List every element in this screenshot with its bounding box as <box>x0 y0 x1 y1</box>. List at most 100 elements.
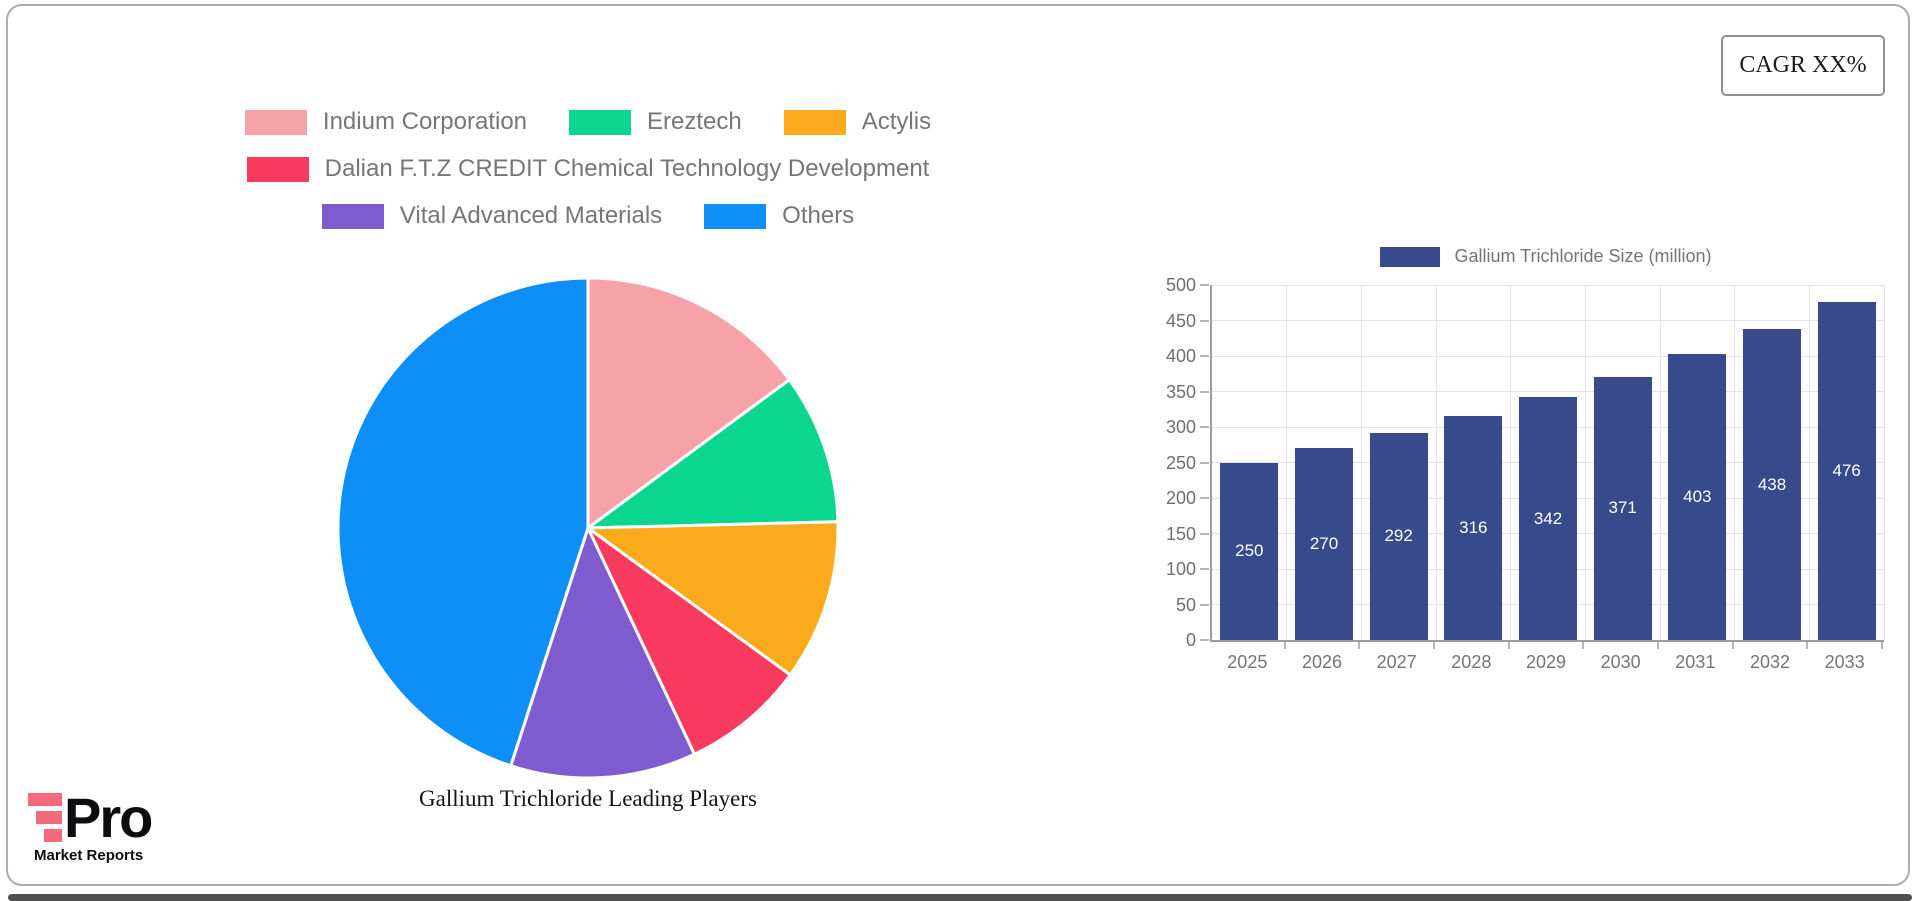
x-tick-label: 2025 <box>1227 652 1268 672</box>
bar-2032: 438 <box>1743 329 1801 640</box>
y-tick-label: 350 <box>1165 381 1196 402</box>
gridline-v <box>1360 285 1362 640</box>
x-tick-label: 2027 <box>1376 652 1417 672</box>
legend-label: Dalian F.T.Z CREDIT Chemical Technology … <box>324 155 930 182</box>
x-tick-label: 2026 <box>1301 652 1342 672</box>
x-tick-mark <box>1731 642 1734 649</box>
y-tick-label: 500 <box>1165 275 1196 295</box>
pie-legend-row: Dalian F.T.Z CREDIT Chemical Technology … <box>98 155 1078 183</box>
legend-swatch <box>321 203 384 229</box>
y-tick-label: 450 <box>1165 310 1196 331</box>
pie-legend-row: Indium Corporation Ereztech Actylis <box>98 108 1078 136</box>
pie-chart <box>336 276 840 780</box>
x-tick-label: 2031 <box>1675 652 1716 672</box>
legend-label: Others <box>782 202 855 229</box>
gridline-h <box>1212 391 1884 392</box>
x-tick-mark <box>1507 642 1510 649</box>
y-tick-mark <box>1200 319 1209 322</box>
window-bottom-edge <box>8 894 1912 901</box>
pie-slice-4 <box>509 526 696 780</box>
y-tick-label: 250 <box>1165 452 1196 473</box>
pie-legend-item: Ereztech <box>569 108 742 136</box>
x-tick-label: 2030 <box>1600 652 1641 672</box>
cagr-label: CAGR XX% <box>1739 52 1867 78</box>
cagr-badge: CAGR XX% <box>1721 35 1885 96</box>
legend-swatch <box>246 156 309 182</box>
bar-value-label: 316 <box>1459 517 1488 537</box>
gridline-h <box>1212 284 1884 286</box>
x-tick-label: 2029 <box>1525 652 1566 672</box>
legend-swatch <box>704 203 767 229</box>
bar-value-label: 292 <box>1384 526 1413 546</box>
logo-bar <box>28 793 62 806</box>
bar-2031: 403 <box>1668 353 1727 640</box>
x-tick-mark <box>1657 642 1659 649</box>
gridline-v <box>1659 285 1661 640</box>
y-tick-mark <box>1200 568 1209 570</box>
legend-label: Actylis <box>861 108 932 135</box>
y-tick-label: 200 <box>1165 488 1196 508</box>
y-tick-mark <box>1200 603 1209 606</box>
pie-legend: Indium Corporation Ereztech Actylis Dalian … <box>98 108 1078 249</box>
y-tick-label: 50 <box>1175 594 1196 615</box>
bar-value-label: 438 <box>1757 474 1787 494</box>
bar-value-label: 403 <box>1683 486 1712 506</box>
logo-bars-icon <box>28 793 62 842</box>
x-tick-mark <box>1433 642 1435 649</box>
bar-value-label: 270 <box>1309 534 1339 554</box>
logo-bar <box>36 811 62 824</box>
bar-legend-swatch <box>1380 246 1441 267</box>
bar-value-label: 342 <box>1533 508 1563 528</box>
y-tick-mark <box>1200 497 1209 499</box>
x-tick-mark <box>1582 642 1585 649</box>
pie-chart-title: Gallium Trichloride Leading Players <box>419 786 757 811</box>
y-tick-mark <box>1200 390 1209 393</box>
y-tick-mark <box>1200 284 1209 286</box>
x-tick-mark <box>1881 642 1883 649</box>
pie-slice-5 <box>336 276 590 768</box>
legend-label: Vital Advanced Materials <box>399 202 663 229</box>
pie-legend-item: Others <box>704 202 854 230</box>
legend-swatch <box>569 109 632 135</box>
x-tick-mark <box>1806 642 1809 649</box>
gridline-v <box>1808 285 1810 640</box>
legend-label: Indium Corporation <box>322 108 528 135</box>
bar-2033: 476 <box>1817 302 1876 640</box>
bar-2027: 292 <box>1369 432 1428 640</box>
y-tick-label: 150 <box>1165 523 1196 544</box>
bar-plot-area: 250 270 292 316 342 371 403 438 476 <box>1210 284 1885 642</box>
bar-2029: 342 <box>1519 397 1577 640</box>
report-card <box>6 4 1910 886</box>
gridline-v <box>1584 285 1586 640</box>
bar-2030: 371 <box>1593 376 1652 640</box>
y-tick-mark <box>1200 532 1209 535</box>
bar-2025: 250 <box>1220 462 1279 640</box>
legend-swatch <box>244 109 307 135</box>
gridline-h <box>1212 355 1884 357</box>
pie-legend-item: Vital Advanced Materials <box>321 202 663 230</box>
x-tick-mark <box>1358 642 1361 649</box>
bar-chart-legend: Gallium Trichloride Size (million) <box>1210 246 1882 267</box>
x-tick-label: 2033 <box>1824 652 1865 672</box>
logo-subtext: Market Reports <box>34 847 144 864</box>
gridline-v <box>1734 285 1736 640</box>
pie-slice-3 <box>586 526 792 756</box>
pie-legend-item: Dalian F.T.Z CREDIT Chemical Technology … <box>246 155 930 183</box>
bar-legend-label: Gallium Trichloride Size (million) <box>1454 246 1712 266</box>
bar-2026: 270 <box>1295 448 1353 640</box>
pie-slice-2 <box>586 520 840 677</box>
y-tick-mark <box>1200 426 1209 428</box>
y-tick-label: 400 <box>1165 346 1196 366</box>
logo-text: Pro <box>64 785 153 849</box>
gridline-h <box>1212 320 1884 321</box>
x-tick-mark <box>1283 642 1286 649</box>
logo-bar <box>44 829 62 842</box>
y-tick-mark <box>1200 355 1209 357</box>
pie-slice-1 <box>586 378 840 530</box>
bar-value-label: 250 <box>1235 541 1264 561</box>
y-tick-mark <box>1200 461 1209 464</box>
brand-logo: Pro Market Reports <box>28 785 153 864</box>
bar-value-label: 371 <box>1608 498 1637 518</box>
x-tick-label: 2032 <box>1749 652 1790 672</box>
y-tick-label: 0 <box>1185 630 1196 650</box>
